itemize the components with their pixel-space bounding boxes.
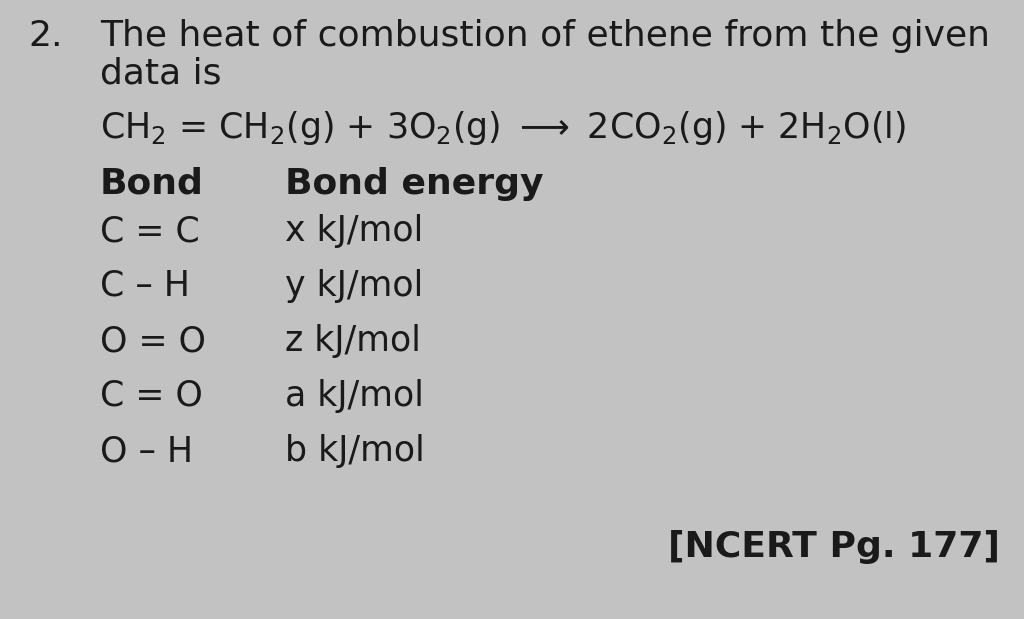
Text: C = O: C = O	[100, 379, 203, 413]
Text: $\mathregular{CH_2}$ = $\mathregular{CH_2}$(g) + 3$\mathregular{O_2}$(g) $\longr: $\mathregular{CH_2}$ = $\mathregular{CH_…	[100, 109, 906, 147]
Text: y kJ/mol: y kJ/mol	[285, 269, 423, 303]
Text: C = C: C = C	[100, 214, 200, 248]
Text: a kJ/mol: a kJ/mol	[285, 379, 424, 413]
Text: Bond: Bond	[100, 167, 204, 201]
Text: b kJ/mol: b kJ/mol	[285, 434, 425, 468]
Text: O – H: O – H	[100, 434, 193, 468]
Text: data is: data is	[100, 57, 221, 91]
Text: z kJ/mol: z kJ/mol	[285, 324, 421, 358]
Text: x kJ/mol: x kJ/mol	[285, 214, 423, 248]
Text: The heat of combustion of ethene from the given: The heat of combustion of ethene from th…	[100, 19, 990, 53]
Text: [NCERT Pg. 177]: [NCERT Pg. 177]	[668, 530, 1000, 564]
Text: 2.: 2.	[28, 19, 62, 53]
Text: O = O: O = O	[100, 324, 206, 358]
Text: Bond energy: Bond energy	[285, 167, 544, 201]
Text: C – H: C – H	[100, 269, 189, 303]
